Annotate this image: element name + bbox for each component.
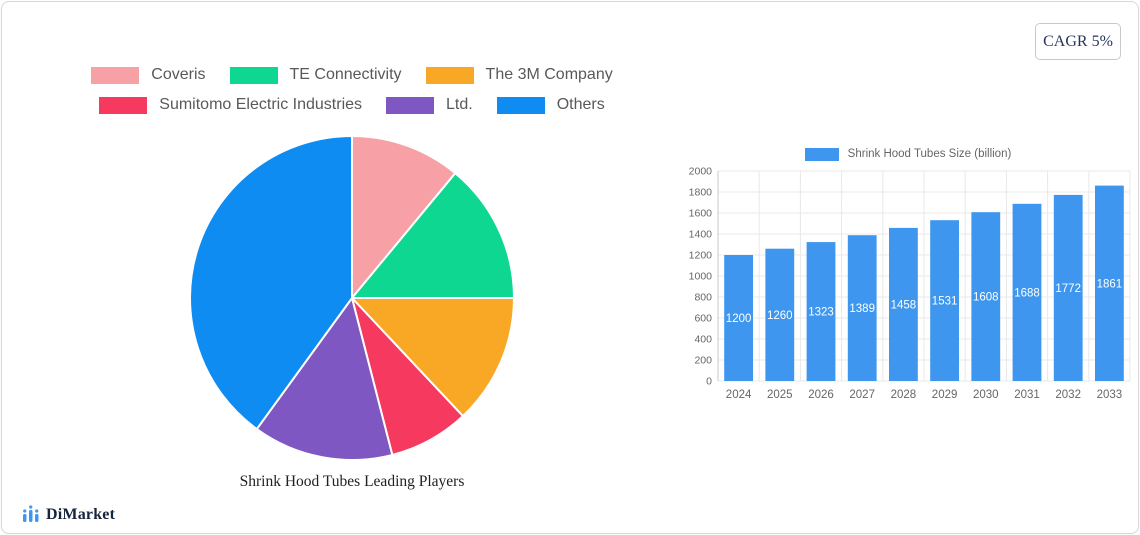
legend-item-ltd[interactable]: Ltd. bbox=[386, 96, 473, 114]
pie-slice-others bbox=[189, 135, 353, 431]
bar-value-label-2032: 1772 bbox=[1055, 283, 1081, 295]
legend-item-the-3m-company[interactable]: The 3M Company bbox=[425, 66, 613, 84]
logo-dot bbox=[23, 509, 27, 513]
y-tick-label: 1000 bbox=[689, 271, 713, 283]
bar-value-label-2026: 1323 bbox=[808, 307, 834, 319]
pie-chart-title: Shrink Hood Tubes Leading Players bbox=[239, 473, 465, 490]
x-axis-label-2031: 2031 bbox=[1014, 389, 1040, 401]
bar-value-label-2028: 1458 bbox=[891, 300, 917, 312]
x-axis-label-2025: 2025 bbox=[767, 389, 793, 401]
pie-slice-the-3m-company bbox=[351, 297, 515, 418]
x-axis-label-2027: 2027 bbox=[849, 389, 875, 401]
legend-swatch-the-3m-company bbox=[425, 66, 474, 84]
y-tick-label: 1400 bbox=[689, 229, 713, 241]
logo-bar bbox=[23, 514, 27, 522]
bar-2026 bbox=[806, 242, 836, 381]
pie-section: Coveris TE Connectivity The 3M Company Sumi… bbox=[42, 66, 662, 491]
legend-item-sumitomo-electric-industries[interactable]: Sumitomo Electric Industries bbox=[99, 96, 362, 114]
legend-swatch-te-connectivity bbox=[229, 66, 278, 84]
x-axis-label-2029: 2029 bbox=[932, 389, 958, 401]
logo-dot bbox=[35, 509, 39, 513]
bar-legend-swatch bbox=[804, 147, 839, 161]
x-axis-label-2030: 2030 bbox=[973, 389, 999, 401]
cagr-label: CAGR 5% bbox=[1043, 32, 1113, 50]
legend-label-sumitomo-electric-industries: Sumitomo Electric Industries bbox=[159, 96, 363, 113]
bar-legend-label: Shrink Hood Tubes Size (billion) bbox=[847, 148, 1012, 160]
legend-label-ltd: Ltd. bbox=[446, 96, 473, 113]
pie-slice-te-connectivity bbox=[351, 172, 515, 299]
logo-bar bbox=[29, 510, 33, 522]
bar-value-label-2033: 1861 bbox=[1097, 278, 1123, 290]
bar-section: Shrink Hood Tubes Size (billion) 0 200 400… bbox=[682, 146, 1134, 416]
bar-chart: 0 200 400 600 800 1000 1200 1400 1600 1800 2000 120… bbox=[689, 166, 1131, 401]
bar-2030 bbox=[971, 212, 1001, 381]
logo-bar bbox=[35, 514, 39, 522]
bar-2025 bbox=[765, 248, 795, 381]
y-tick-label: 0 bbox=[706, 376, 712, 388]
bar-value-label-2025: 1260 bbox=[767, 310, 793, 322]
logo: DiMarket bbox=[22, 505, 115, 524]
bar-value-label-2027: 1389 bbox=[849, 303, 875, 315]
x-axis-label-2026: 2026 bbox=[808, 389, 834, 401]
pie-slice-ltd bbox=[255, 297, 394, 461]
legend-swatch-others bbox=[496, 96, 545, 114]
legend-label-coveris: Coveris bbox=[151, 66, 206, 83]
y-tick-label: 1800 bbox=[689, 187, 713, 199]
legend-item-others[interactable]: Others bbox=[496, 96, 605, 114]
legend-swatch-sumitomo-electric-industries bbox=[99, 96, 148, 114]
y-tick-label: 800 bbox=[694, 292, 712, 304]
bar-2033 bbox=[1095, 185, 1124, 381]
bar-2032 bbox=[1053, 194, 1083, 381]
bar-2029 bbox=[930, 220, 959, 381]
logo-text: DiMarket bbox=[46, 505, 116, 523]
bar-value-label-2031: 1688 bbox=[1014, 287, 1040, 299]
legend-label-te-connectivity: TE Connectivity bbox=[289, 66, 402, 83]
legend-swatch-coveris bbox=[91, 66, 140, 84]
legend-label-others: Others bbox=[556, 96, 605, 113]
logo-dot bbox=[29, 505, 33, 509]
y-tick-label: 200 bbox=[694, 355, 712, 367]
bar-2028 bbox=[889, 227, 918, 381]
legend-label-the-3m-company: The 3M Company bbox=[485, 66, 613, 83]
y-tick-label: 600 bbox=[694, 313, 712, 325]
y-tick-label: 2000 bbox=[689, 166, 713, 178]
legend-swatch-ltd bbox=[386, 96, 435, 114]
x-axis-label-2033: 2033 bbox=[1097, 389, 1123, 401]
cagr-badge: CAGR 5% bbox=[1035, 23, 1121, 60]
y-tick-label: 1600 bbox=[689, 208, 713, 220]
legend-item-te-connectivity[interactable]: TE Connectivity bbox=[229, 66, 402, 84]
x-axis-label-2024: 2024 bbox=[726, 389, 752, 401]
pie-chart bbox=[189, 135, 515, 461]
bar-2031 bbox=[1012, 203, 1042, 381]
bar-legend-item[interactable]: Shrink Hood Tubes Size (billion) bbox=[682, 146, 1134, 162]
bar-chart-logo-icon bbox=[23, 505, 39, 522]
bar-2027 bbox=[847, 235, 877, 381]
legend-item-coveris[interactable]: Coveris bbox=[91, 66, 206, 84]
x-axis-label-2032: 2032 bbox=[1055, 389, 1081, 401]
x-axis-label-2028: 2028 bbox=[891, 389, 917, 401]
y-tick-label: 400 bbox=[694, 334, 712, 346]
bar-value-label-2024: 1200 bbox=[726, 313, 752, 325]
pie-legend: Coveris TE Connectivity The 3M Company Sumi… bbox=[62, 66, 642, 114]
bar-2024 bbox=[724, 255, 753, 381]
pie-slice-coveris bbox=[351, 135, 457, 299]
y-tick-label: 1200 bbox=[689, 250, 713, 262]
bar-value-label-2030: 1608 bbox=[973, 292, 999, 304]
bar-value-label-2029: 1531 bbox=[932, 296, 958, 308]
